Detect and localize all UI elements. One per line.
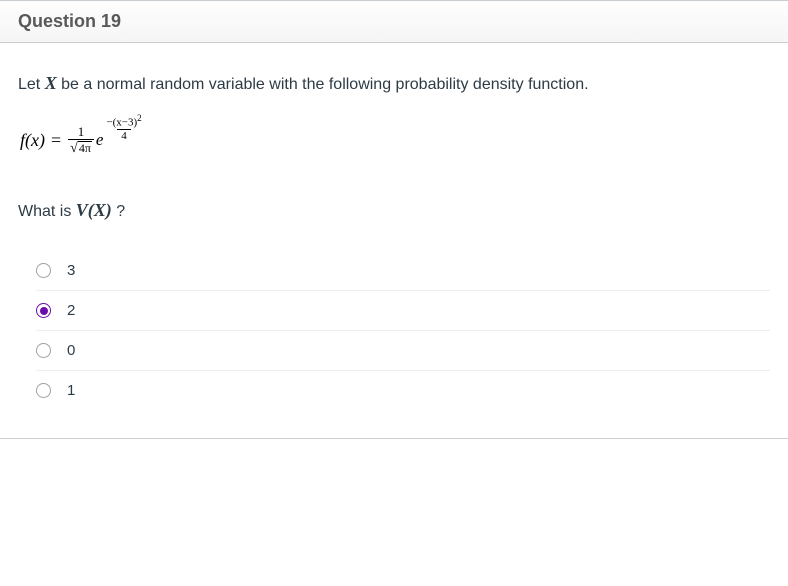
prompt-prefix: Let	[18, 76, 45, 93]
question-body: Let X be a normal random variable with t…	[0, 43, 788, 428]
formula-exponent: −(x−3)2 4	[105, 114, 142, 143]
sqrt-symbol: √	[70, 142, 78, 156]
answer-options: 3 2 0 1	[18, 245, 770, 410]
subq-suffix: ?	[112, 203, 125, 220]
sqrt: √ 4π	[70, 141, 92, 155]
question-header: Question 19	[0, 0, 788, 43]
exp-num-sup: 2	[137, 113, 142, 123]
bottom-rule	[0, 438, 788, 439]
formula-fx: f(x)	[20, 130, 45, 151]
subq-prefix: What is	[18, 203, 76, 220]
formula-eq: =	[51, 130, 61, 151]
fraction-numerator: 1	[76, 125, 87, 139]
option-row[interactable]: 3	[36, 251, 770, 290]
exp-num-text: −(x−3)	[106, 116, 137, 128]
option-label: 2	[67, 302, 75, 319]
radio-icon[interactable]	[36, 303, 51, 318]
option-label: 1	[67, 382, 75, 399]
option-row[interactable]: 1	[36, 370, 770, 410]
radio-icon[interactable]	[36, 263, 51, 278]
prompt-var: X	[45, 73, 57, 93]
question-prompt: Let X be a normal random variable with t…	[18, 73, 770, 94]
option-row[interactable]: 0	[36, 330, 770, 370]
pdf-formula: f(x) = 1 √ 4π e −(x−3)2 4	[18, 116, 770, 164]
formula-fraction: 1 √ 4π	[68, 125, 94, 156]
question-title: Question 19	[18, 11, 770, 32]
option-label: 0	[67, 342, 75, 359]
exp-denominator: 4	[117, 129, 131, 142]
radio-icon[interactable]	[36, 343, 51, 358]
sub-question: What is V(X) ?	[18, 200, 770, 221]
option-row[interactable]: 2	[36, 290, 770, 330]
subq-vx: V(X)	[76, 200, 112, 220]
prompt-suffix: be a normal random variable with the fol…	[57, 76, 589, 93]
radio-icon[interactable]	[36, 383, 51, 398]
exp-numerator: −(x−3)2	[105, 114, 142, 130]
fraction-denominator: √ 4π	[68, 139, 94, 156]
option-label: 3	[67, 262, 75, 279]
sqrt-arg: 4π	[78, 141, 92, 155]
formula-e: e	[96, 130, 104, 150]
